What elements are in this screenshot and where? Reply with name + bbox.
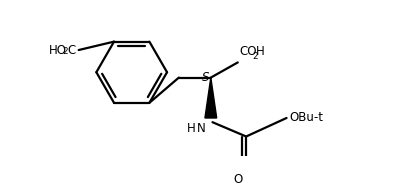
Text: 2: 2 (252, 52, 258, 61)
Text: OBu-t: OBu-t (289, 112, 323, 125)
Text: HO: HO (49, 43, 67, 57)
Text: C: C (67, 43, 75, 57)
Text: N: N (198, 122, 206, 135)
Text: H: H (187, 122, 196, 135)
Text: O: O (233, 173, 243, 185)
Polygon shape (205, 78, 217, 118)
Text: 2: 2 (63, 47, 68, 56)
Text: H: H (256, 45, 265, 58)
Text: S: S (202, 71, 209, 84)
Text: CO: CO (239, 45, 257, 58)
